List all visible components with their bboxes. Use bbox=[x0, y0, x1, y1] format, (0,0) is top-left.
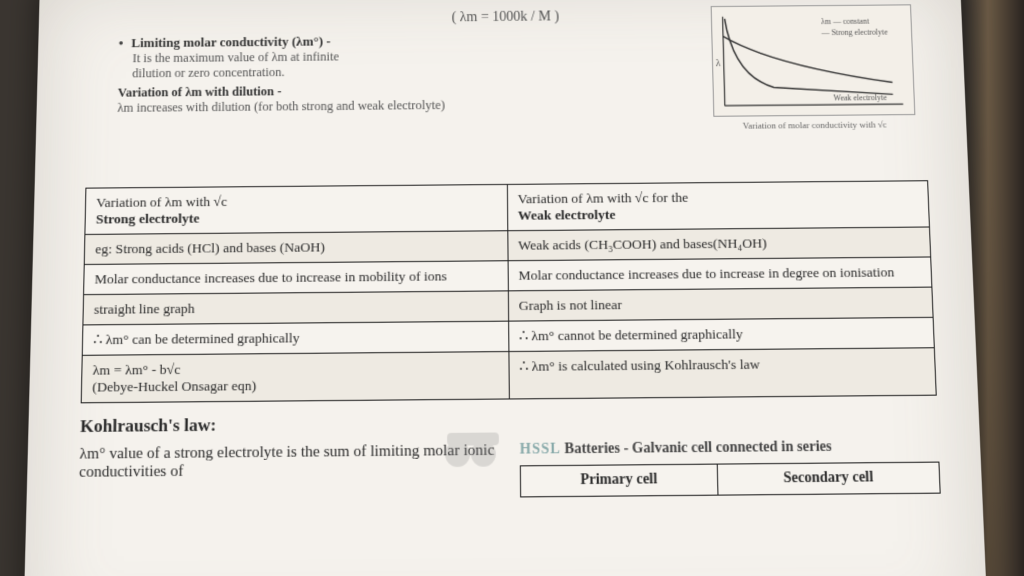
battery-table: Primary cell Secondary cell bbox=[520, 462, 941, 498]
graph-caption: Variation of molar conductivity with √c bbox=[713, 119, 915, 131]
hssl-prefix: HSSL bbox=[520, 442, 561, 458]
batteries-title: Batteries - Galvanic cell connected in s… bbox=[564, 439, 832, 457]
graph-legend2: — Strong electrolyte bbox=[820, 28, 888, 38]
table-cell-right: ∴ λm° cannot be determined graphically bbox=[508, 317, 934, 351]
table-cell-left: eg: Strong acids (HCl) and bases (NaOH) bbox=[84, 231, 507, 265]
table-cell-right: Variation of λm with √c for theWeak elec… bbox=[507, 181, 930, 231]
battery-col-primary: Primary cell bbox=[520, 464, 717, 497]
table-cell-left: Variation of λm with √cStrong electrolyt… bbox=[85, 184, 507, 234]
table-cell-right: Weak acids (CH₃COOH) and bases(NH₄OH) bbox=[507, 227, 930, 261]
table-cell-right: Molar conductance increases due to incre… bbox=[508, 257, 932, 291]
strong-curve bbox=[723, 35, 892, 84]
limiting-title: Limiting molar conductivity (λm°) - bbox=[131, 33, 331, 51]
battery-col-secondary: Secondary cell bbox=[717, 462, 940, 495]
table-cell-right: Graph is not linear bbox=[508, 287, 933, 321]
table-cell-left: λm = λm° - b√c (Debye-Huckel Onsagar eqn… bbox=[81, 352, 509, 403]
table-cell-left: Molar conductance increases due to incre… bbox=[84, 261, 508, 295]
graph-ylabel: λ bbox=[716, 58, 721, 69]
comparison-table: Variation of λm with √cStrong electrolyt… bbox=[81, 180, 937, 403]
bullet-icon: • bbox=[119, 35, 124, 51]
document-page: ( λm = 1000k / M ) • Limiting molar cond… bbox=[23, 0, 989, 576]
table-cell-left: ∴ λm° can be determined graphically bbox=[82, 321, 508, 355]
conductivity-graph: λm — constant — Strong electrolyte Weak … bbox=[711, 4, 916, 116]
table-cell-right: ∴ λm° is calculated using Kohlrausch's l… bbox=[508, 348, 936, 399]
graph-xlabel: Weak electrolyte bbox=[833, 93, 887, 103]
watermark-icon bbox=[432, 422, 515, 476]
batteries-title-line: HSSL Batteries - Galvanic cell connected… bbox=[520, 438, 940, 459]
table-cell-left: straight line graph bbox=[83, 291, 508, 325]
graph-legend1: λm — constant bbox=[821, 16, 870, 25]
